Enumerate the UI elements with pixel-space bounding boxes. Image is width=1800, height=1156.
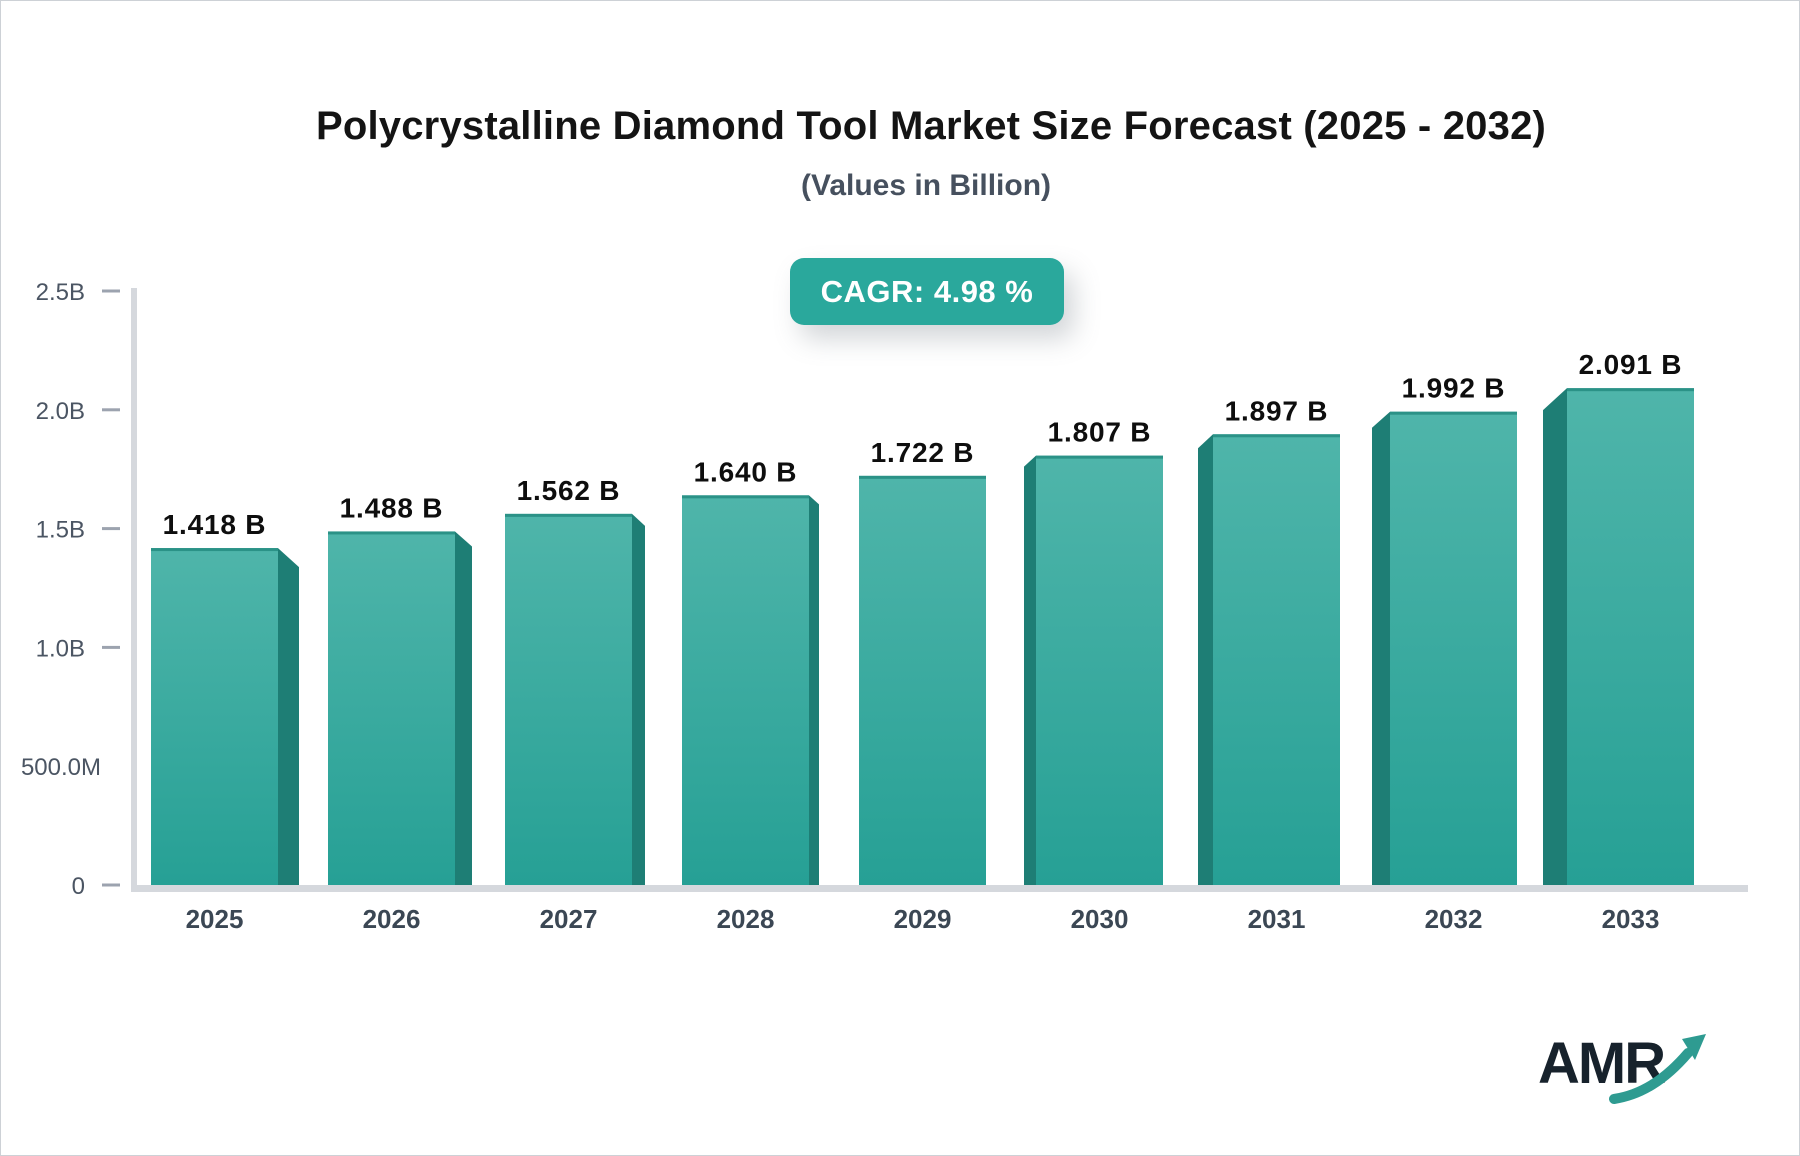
bar-2027 [505,513,632,885]
amr-logo-text: AMR [1538,1031,1666,1096]
bar-side-2031 [1198,434,1213,885]
bar-group-2028: 1.640 B 2028 [682,456,819,934]
y-axis-tick [102,883,120,887]
x-axis-label-2032: 2032 [1425,904,1483,934]
bar-group-2033: 2.091 B 2033 [1543,349,1694,934]
bar-side-2026 [455,531,472,885]
bar-top-edge-2027 [505,513,632,517]
chart-subtitle: (Values in Billion) [800,169,1052,202]
bar-top-edge-2033 [1567,388,1694,392]
x-axis-label-2025: 2025 [186,904,244,934]
bar-value-label-2031: 1.897 B [1225,395,1329,426]
x-axis-label-2028: 2028 [717,904,775,934]
y-axis-label: 500.0M [21,754,101,781]
bar-group-2027: 1.562 B 2027 [505,475,645,934]
bar-2030 [1036,455,1163,885]
bar-2026 [328,531,455,885]
y-axis-tick [102,527,120,531]
y-axis-label: 2.0B [36,398,85,425]
bar-value-label-2025: 1.418 B [163,509,267,540]
y-axis-tick [102,289,120,293]
bar-top-edge-2030 [1036,455,1163,459]
bar-2032 [1390,411,1517,885]
bar-2033 [1567,388,1694,885]
bar-group-2026: 1.488 B 2026 [328,492,472,934]
y-axis-label: 2.5B [36,279,85,306]
bar-side-2033 [1543,388,1567,885]
chart-title: Polycrystalline Diamond Tool Market Size… [315,104,1547,148]
bar-top-edge-2026 [328,531,455,535]
bar-top-edge-2025 [151,548,278,552]
bar-side-2025 [278,548,299,885]
x-axis-label-2029: 2029 [894,904,952,934]
bar-top-edge-2031 [1213,434,1340,438]
bar-value-label-2026: 1.488 B [340,492,444,523]
y-axis-line [131,288,137,892]
bar-side-2028 [809,495,819,885]
bar-group-2032: 1.992 B 2032 [1372,373,1517,934]
y-axis-label: 1.0B [36,635,85,662]
bar-group-2025: 1.418 B 2025 [151,509,299,934]
bar-value-label-2028: 1.640 B [694,456,798,487]
bar-top-edge-2028 [682,495,809,499]
bar-top-edge-2029 [859,475,986,479]
amr-logo-arrow-icon [1609,1034,1706,1104]
amr-logo: AMR [1538,1031,1738,1125]
y-axis-label: 1.5B [36,517,85,544]
bar-value-label-2030: 1.807 B [1048,417,1152,448]
bar-side-2030 [1024,455,1036,885]
bar-value-label-2032: 1.992 B [1402,373,1506,404]
bar-2031 [1213,434,1340,885]
x-axis-label-2031: 2031 [1248,904,1306,934]
bar-value-label-2033: 2.091 B [1579,349,1683,380]
bar-value-label-2029: 1.722 B [871,437,975,468]
x-axis-label-2033: 2033 [1602,904,1660,934]
bar-group-2029: 1.722 B 2029 [859,437,986,934]
bar-2028 [682,495,809,885]
bar-group-2031: 1.897 B 2031 [1198,395,1340,934]
bar-side-2032 [1372,411,1390,885]
x-axis-label-2027: 2027 [540,904,598,934]
bar-top-edge-2032 [1390,411,1517,415]
bar-2029 [859,475,986,885]
y-axis-tick [102,408,120,412]
bar-2025 [151,548,278,885]
bar-group-2030: 1.807 B 2030 [1024,417,1163,934]
bar-side-2027 [632,513,645,885]
y-axis-tick [102,645,120,649]
bar-value-label-2027: 1.562 B [517,475,621,506]
x-axis-label-2030: 2030 [1071,904,1129,934]
cagr-badge: CAGR: 4.98 % [790,258,1064,325]
x-axis-line [131,885,1748,892]
x-axis-label-2026: 2026 [363,904,421,934]
y-axis-label: 0 [72,873,85,900]
